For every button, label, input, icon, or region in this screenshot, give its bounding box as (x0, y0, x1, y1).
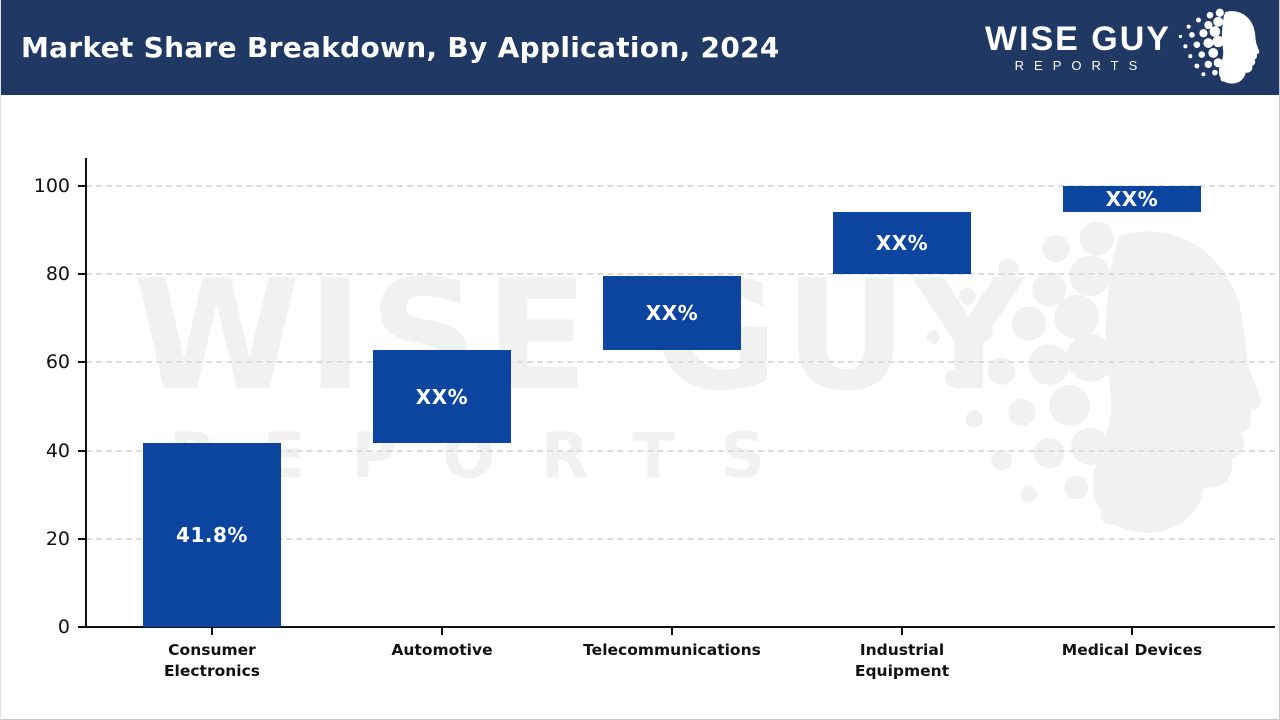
category-label: Automotive (391, 641, 493, 659)
y-tick-label: 0 (57, 616, 70, 638)
x-axis (85, 626, 1275, 628)
y-axis (85, 158, 87, 628)
category-label: Industrial Equipment (854, 641, 950, 680)
gridline (86, 361, 1275, 364)
x-tick-mark (901, 628, 903, 635)
chart-title: Market Share Breakdown, By Application, … (21, 31, 780, 64)
x-tick-mark (1131, 628, 1133, 635)
bar-segment: XX% (373, 350, 511, 443)
bar-value-label: 41.8% (176, 522, 248, 547)
y-tick-label: 20 (45, 527, 70, 550)
y-tick-mark (78, 273, 86, 276)
y-tick-mark (78, 537, 86, 540)
bar-value-label: XX% (1105, 187, 1159, 212)
gridline (86, 537, 1275, 540)
wiseguy-logo: WISE GUY REPORTS (985, 7, 1265, 89)
gridline (86, 449, 1275, 452)
gridline (86, 273, 1275, 276)
y-tick-mark (78, 185, 86, 187)
y-tick-mark (78, 361, 86, 364)
x-tick-mark (671, 628, 673, 635)
header-bar: Market Share Breakdown, By Application, … (1, 0, 1279, 95)
bar-segment: XX% (603, 276, 741, 351)
x-tick-mark (211, 628, 213, 635)
y-tick-label: 100 (33, 175, 70, 197)
y-tick-label: 60 (45, 351, 70, 374)
category-label: Consumer Electronics (163, 641, 261, 680)
chart-area: WISE GUY REPORTS (1, 95, 1279, 719)
bar-segment: XX% (1063, 186, 1201, 213)
y-tick-label: 80 (45, 263, 70, 286)
logo-wordmark: WISE GUY (984, 19, 1171, 58)
logo-subtitle: REPORTS (1014, 57, 1148, 73)
y-tick-mark (78, 626, 86, 628)
x-tick-mark (441, 628, 443, 635)
bar-value-label: XX% (645, 301, 699, 326)
y-tick-label: 40 (45, 439, 70, 462)
category-label: Medical Devices (1061, 641, 1203, 659)
gridline (86, 185, 1275, 187)
y-tick-mark (78, 449, 86, 452)
bar-segment: XX% (833, 212, 971, 275)
bar-value-label: XX% (415, 384, 469, 409)
bar-value-label: XX% (875, 231, 929, 256)
wiseguy-face-icon (1178, 8, 1260, 84)
category-label: Telecommunications (583, 641, 761, 659)
bar-segment: 41.8% (143, 442, 281, 627)
